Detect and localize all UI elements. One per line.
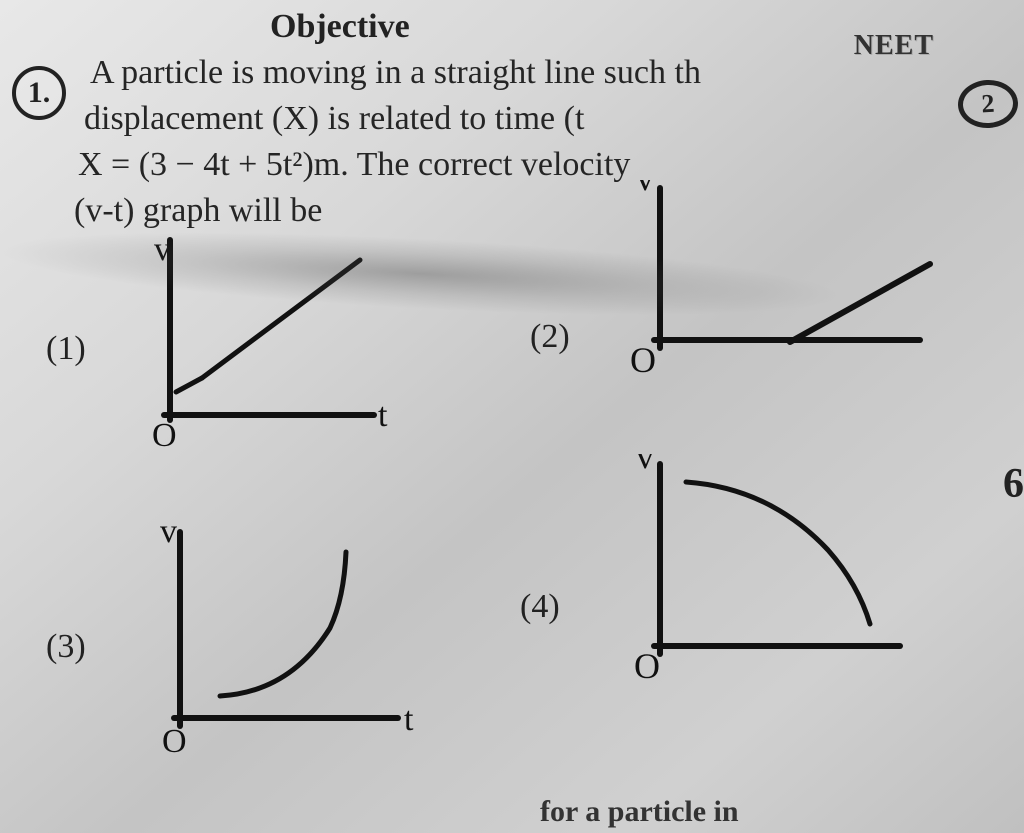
graph-3-svg: v t O xyxy=(120,518,440,778)
axis-v-label: v xyxy=(160,518,177,550)
axis-v-label: v xyxy=(154,231,171,268)
graph-2-svg: v O xyxy=(600,180,940,420)
axis-v-label: v xyxy=(636,180,654,198)
origin-label: O xyxy=(630,340,656,380)
origin-label: O xyxy=(634,646,660,686)
axis-v-label: v xyxy=(636,454,654,476)
graph-4: v O xyxy=(600,454,920,704)
graph-3: v t O xyxy=(120,518,440,778)
axis-t-label: t xyxy=(404,701,414,738)
option-4-label: (4) xyxy=(520,588,560,626)
question-line-2: displacement (X) is related to time (t xyxy=(84,96,924,142)
graph-1-svg: v t O xyxy=(110,230,410,470)
graphs-area: (1) v t O (2) v xyxy=(40,240,984,833)
answer-badge: 2 xyxy=(957,78,1019,129)
option-1-label: (1) xyxy=(46,330,86,368)
graph-4-svg: v O xyxy=(600,454,920,704)
option-3-label: (3) xyxy=(46,628,86,666)
option-2-label: (2) xyxy=(530,318,570,356)
graph-2: v O xyxy=(600,180,940,420)
heading-partial: Objective xyxy=(270,8,410,46)
origin-label: O xyxy=(162,723,187,760)
origin-label: O xyxy=(152,417,177,454)
question-line-1: A particle is moving in a straight line … xyxy=(90,50,924,96)
axis-t-label: t xyxy=(378,397,388,434)
question-number-badge: 1. xyxy=(12,66,66,120)
page: Objective NEET 1. 2 A particle is moving… xyxy=(0,0,1024,833)
side-digit-fragment: 6 xyxy=(1003,460,1024,508)
graph-1: v t O xyxy=(110,230,410,470)
bottom-text-fragment: for a particle in xyxy=(540,795,739,829)
